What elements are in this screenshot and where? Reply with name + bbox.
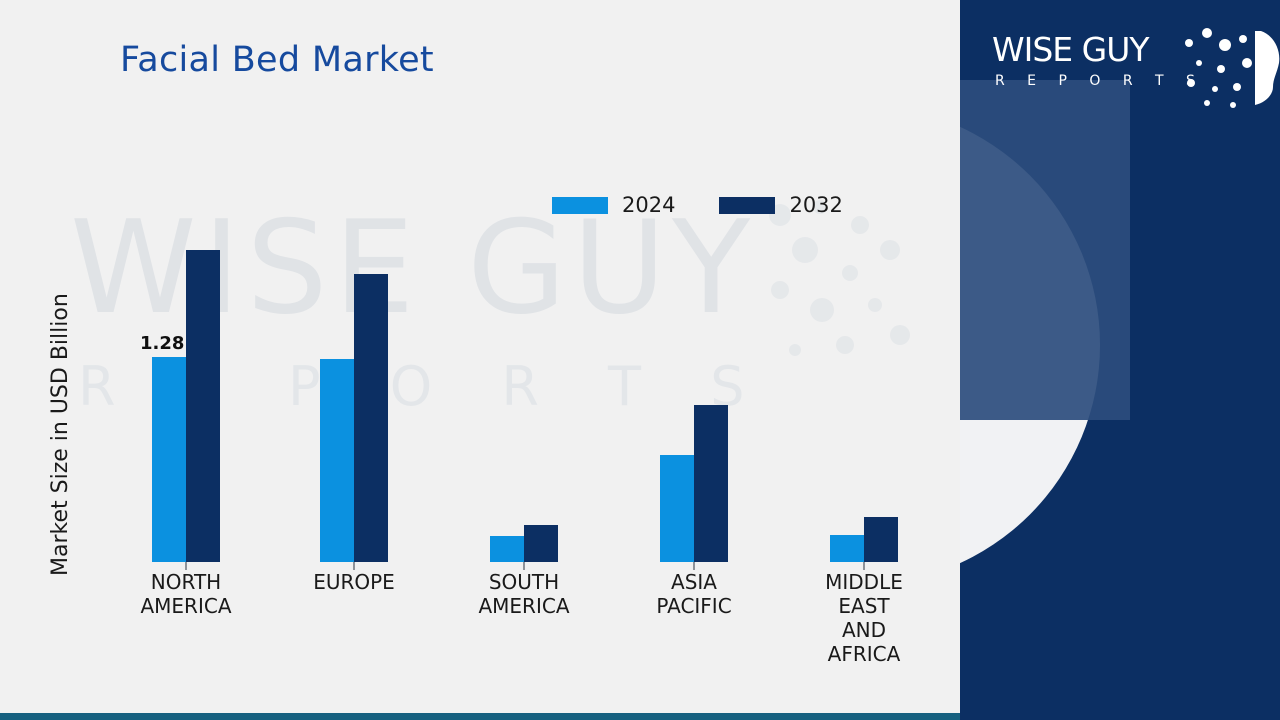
bars	[320, 274, 388, 562]
category-label-line: AFRICA	[827, 642, 901, 666]
brand-logo-sub: R E P O R T S	[995, 73, 1204, 89]
legend-swatch-2024	[552, 196, 608, 214]
category-label-line: EUROPE	[313, 570, 395, 594]
bar-2032-north-america[interactable]	[186, 250, 220, 562]
category-label-middle-east-and-africa: MIDDLE EAST AND AFRICA	[779, 570, 949, 666]
legend-item-2024[interactable]: 2024	[552, 193, 675, 217]
bar-2032-middle-east-and-africa[interactable]	[864, 517, 898, 562]
bar-2032-south-america[interactable]	[524, 525, 558, 562]
chart-legend: 2024 2032	[552, 193, 843, 217]
category-label-line: EAST	[838, 594, 890, 618]
data-label: 1.28	[140, 333, 185, 355]
category-label-europe: EUROPE	[269, 570, 439, 594]
page-title: Facial Bed Market	[120, 40, 434, 80]
logo-dots-icon	[1185, 28, 1280, 108]
category-label-line: SOUTH	[488, 570, 560, 594]
category-label-line: AMERICA	[140, 594, 232, 618]
bar-2024-asia-pacific[interactable]	[660, 454, 694, 562]
category-label-line: NORTH	[150, 570, 222, 594]
bar-2024-middle-east-and-africa[interactable]	[830, 534, 864, 562]
category-label-line: AND	[841, 618, 887, 642]
category-label-south-america: SOUTH AMERICA	[439, 570, 609, 618]
axis-tick	[863, 562, 865, 570]
face-profile-icon	[960, 80, 1130, 420]
legend-swatch-2032	[719, 196, 776, 214]
y-axis-label: Market Size in USD Billion	[48, 0, 88, 576]
bars	[660, 405, 728, 562]
category-label-line: ASIA	[671, 570, 717, 594]
bar-2024-north-america[interactable]	[152, 357, 186, 562]
bars	[830, 517, 898, 562]
category-label-line: MIDDLE	[825, 570, 903, 594]
y-axis-label-text: Market Size in USD Billion	[48, 293, 73, 576]
category-label-line: AMERICA	[478, 594, 570, 618]
category-label-north-america: NORTH AMERICA	[101, 570, 271, 618]
brand-logo: WISE GUY R E P O R T S	[992, 28, 1280, 108]
legend-label-2024: 2024	[622, 193, 676, 217]
plot-area: 1.28	[100, 190, 940, 570]
bar-2024-south-america[interactable]	[490, 536, 524, 562]
axis-tick	[353, 562, 355, 570]
bar-2032-europe[interactable]	[354, 274, 388, 562]
axis-tick	[523, 562, 525, 570]
bar-2024-europe[interactable]	[320, 358, 354, 562]
axis-tick	[185, 562, 187, 570]
bar-2032-asia-pacific[interactable]	[694, 405, 728, 562]
axis-tick	[693, 562, 695, 570]
bars	[152, 250, 220, 562]
legend-item-2032[interactable]: 2032	[719, 193, 843, 217]
bars	[490, 525, 558, 562]
category-label-line: PACIFIC	[656, 594, 732, 618]
bottom-accent-bar	[0, 713, 960, 720]
brand-logo-main: WISE GUY	[992, 30, 1150, 69]
chart-panel: WISE GUY R E P O R T S Facial Bed Market…	[0, 0, 960, 720]
brand-panel: WISE GUY R E P O R T S	[960, 0, 1280, 720]
legend-label-2032: 2032	[789, 193, 843, 217]
category-label-asia-pacific: ASIA PACIFIC	[609, 570, 779, 618]
